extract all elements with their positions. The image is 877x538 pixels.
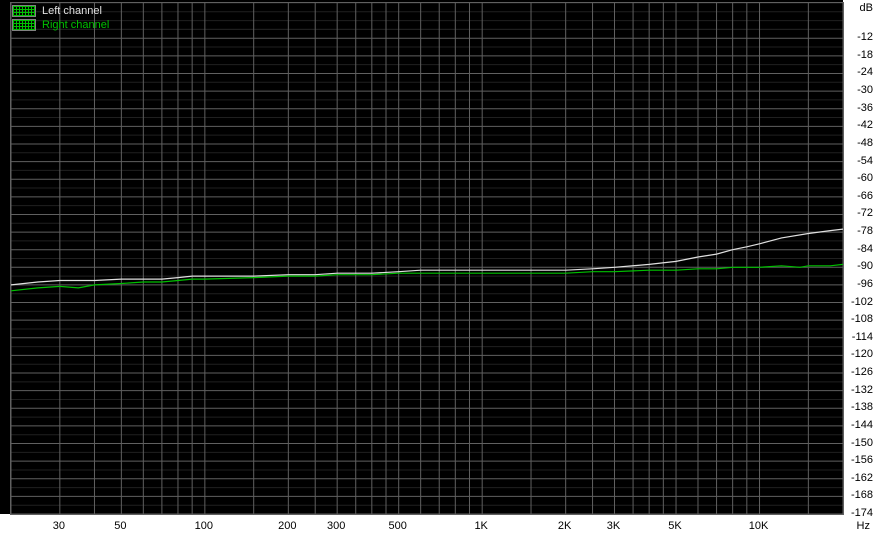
x-axis: Hz 30501002003005001K2K3K5K10K <box>10 516 842 538</box>
x-tick-label: 1K <box>474 520 487 532</box>
x-tick-label: 50 <box>114 520 126 532</box>
y-tick-label: -72 <box>857 207 873 219</box>
y-tick-label: -18 <box>857 49 873 61</box>
y-tick-label: -30 <box>857 84 873 96</box>
noise-spectrum-chart: Left channel Right channel dB -12 -18 -24 -… <box>0 0 877 538</box>
y-tick-label: -132 <box>851 384 873 396</box>
y-tick-label: -168 <box>851 489 873 501</box>
y-tick-label: -174 <box>851 507 873 519</box>
y-tick-label: -60 <box>857 172 873 184</box>
y-tick-label: -126 <box>851 366 873 378</box>
x-tick-label: 100 <box>195 520 213 532</box>
legend-item-right: Right channel <box>12 18 109 32</box>
y-tick-label: -138 <box>851 401 873 413</box>
y-tick-label: -144 <box>851 419 873 431</box>
y-axis: dB -12 -18 -24 -30 -36 -42 -48 -54 -60 -66 -72 -78 -… <box>844 0 877 515</box>
x-axis-unit: Hz <box>857 520 870 532</box>
y-tick-label: -24 <box>857 66 873 78</box>
legend-swatch-right <box>12 19 36 31</box>
y-tick-label: -96 <box>857 278 873 290</box>
y-tick-label: -114 <box>852 331 873 343</box>
legend-swatch-left <box>12 5 36 17</box>
x-tick-label: 3K <box>607 520 620 532</box>
y-tick-label: -78 <box>857 225 873 237</box>
x-tick-label: 500 <box>389 520 407 532</box>
y-tick-label: -12 <box>857 31 873 43</box>
legend-label-left: Left channel <box>42 5 102 17</box>
y-tick-label: -156 <box>851 454 873 466</box>
legend-label-right: Right channel <box>42 19 109 31</box>
y-tick-label: -150 <box>851 437 873 449</box>
y-tick-label: -42 <box>857 119 873 131</box>
y-tick-label: -102 <box>851 296 873 308</box>
x-tick-label: 10K <box>749 520 769 532</box>
y-tick-label: -48 <box>857 137 873 149</box>
data-lines <box>11 3 843 514</box>
plot-area <box>10 2 844 515</box>
legend: Left channel Right channel <box>12 4 109 32</box>
y-tick-label: -84 <box>857 243 873 255</box>
y-tick-label: -66 <box>857 190 873 202</box>
y-tick-label: -90 <box>857 260 873 272</box>
y-tick-label: -120 <box>851 348 873 360</box>
x-tick-label: 2K <box>558 520 571 532</box>
y-tick-label: -54 <box>857 155 873 167</box>
y-tick-label: -36 <box>857 102 873 114</box>
x-tick-label: 300 <box>327 520 345 532</box>
y-tick-label: -162 <box>851 472 873 484</box>
y-tick-label: -108 <box>851 313 873 325</box>
x-tick-label: 5K <box>668 520 681 532</box>
legend-item-left: Left channel <box>12 4 109 18</box>
y-axis-unit: dB <box>860 2 873 14</box>
x-tick-label: 30 <box>53 520 65 532</box>
x-tick-label: 200 <box>278 520 296 532</box>
